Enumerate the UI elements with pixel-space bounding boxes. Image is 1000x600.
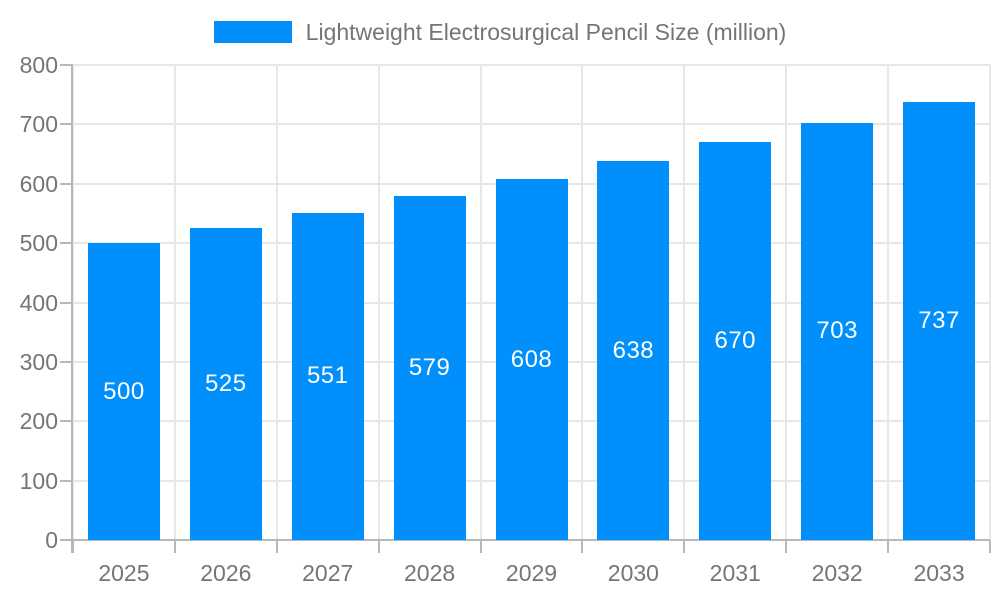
y-axis-tick-label: 200 xyxy=(19,408,58,435)
y-axis-tick-label: 0 xyxy=(45,527,58,553)
bar-2029: 608 xyxy=(495,179,568,540)
bar-value-label: 579 xyxy=(408,354,451,382)
y-axis-tick-label: 800 xyxy=(19,52,58,78)
y-axis-tick-label: 500 xyxy=(19,230,58,257)
bar-2033: 737 xyxy=(903,102,976,540)
bar-value-label: 638 xyxy=(612,336,655,364)
bar-value-label: 500 xyxy=(103,377,145,405)
x-axis-tick-label: 2025 xyxy=(98,560,150,586)
v-gridline xyxy=(479,65,482,540)
legend-item[interactable]: Lightweight Electrosurgical Pencil Size … xyxy=(0,18,1000,46)
v-gridline xyxy=(377,65,380,540)
y-axis-tick-label: 400 xyxy=(19,289,58,316)
bar-2026: 525 xyxy=(189,228,262,540)
x-axis-tick xyxy=(581,540,584,553)
bar-value-label: 525 xyxy=(205,370,247,398)
bar-value-label: 551 xyxy=(306,362,349,390)
y-axis-tick xyxy=(60,182,73,185)
legend-label: Lightweight Electrosurgical Pencil Size … xyxy=(305,19,787,45)
x-axis-tick-label: 2028 xyxy=(404,560,456,586)
v-gridline xyxy=(72,65,74,540)
x-axis-tick xyxy=(72,540,74,553)
x-axis-tick xyxy=(683,540,686,553)
y-axis-tick xyxy=(60,479,73,482)
v-gridline xyxy=(785,65,788,540)
x-axis-tick xyxy=(989,540,991,553)
bar-2027: 551 xyxy=(291,212,364,540)
x-axis-tick-label: 2032 xyxy=(811,560,863,586)
y-axis-tick-label: 700 xyxy=(19,111,58,138)
v-gridline xyxy=(275,65,278,540)
x-axis-tick xyxy=(479,540,482,553)
x-axis-tick xyxy=(887,540,890,553)
x-axis-tick-label: 2030 xyxy=(607,560,659,586)
y-axis-tick xyxy=(60,242,73,245)
bar-value-label: 737 xyxy=(918,307,960,335)
v-gridline xyxy=(887,65,890,540)
v-gridline xyxy=(683,65,686,540)
y-axis-tick-label: 300 xyxy=(19,348,58,375)
y-axis-tick-label: 600 xyxy=(19,170,58,197)
bar-value-label: 703 xyxy=(816,317,858,345)
h-gridline xyxy=(73,123,990,126)
x-axis-tick-label: 2031 xyxy=(709,560,761,586)
x-axis-tick xyxy=(275,540,278,553)
bar-2032: 703 xyxy=(801,122,874,540)
y-axis-line xyxy=(71,65,73,553)
x-axis-tick-label: 2027 xyxy=(302,560,354,586)
bar-value-label: 608 xyxy=(510,345,553,373)
v-gridline xyxy=(173,65,176,540)
v-gridline xyxy=(581,65,584,540)
h-gridline xyxy=(73,64,990,66)
x-axis-tick xyxy=(377,540,380,553)
x-axis-tick-label: 2029 xyxy=(505,560,558,586)
x-axis-tick xyxy=(173,540,176,553)
bar-2030: 638 xyxy=(597,161,670,540)
v-gridline xyxy=(989,65,991,540)
x-axis-tick-label: 2026 xyxy=(200,560,252,586)
y-axis-tick xyxy=(60,64,73,66)
x-axis-line xyxy=(73,539,990,541)
y-axis-tick xyxy=(60,539,73,541)
bar-2031: 670 xyxy=(699,142,772,540)
legend-swatch xyxy=(213,21,292,43)
y-axis-tick-label: 100 xyxy=(19,467,58,494)
x-axis-tick-label: 2033 xyxy=(913,560,965,586)
x-axis-tick xyxy=(785,540,788,553)
bar-2025: 500 xyxy=(87,243,160,540)
bar-2028: 579 xyxy=(393,196,466,540)
y-axis-tick xyxy=(60,420,73,423)
y-axis-tick xyxy=(60,360,73,363)
bar-value-label: 670 xyxy=(714,327,757,355)
y-axis-tick xyxy=(60,301,73,304)
y-axis-tick xyxy=(60,123,73,126)
